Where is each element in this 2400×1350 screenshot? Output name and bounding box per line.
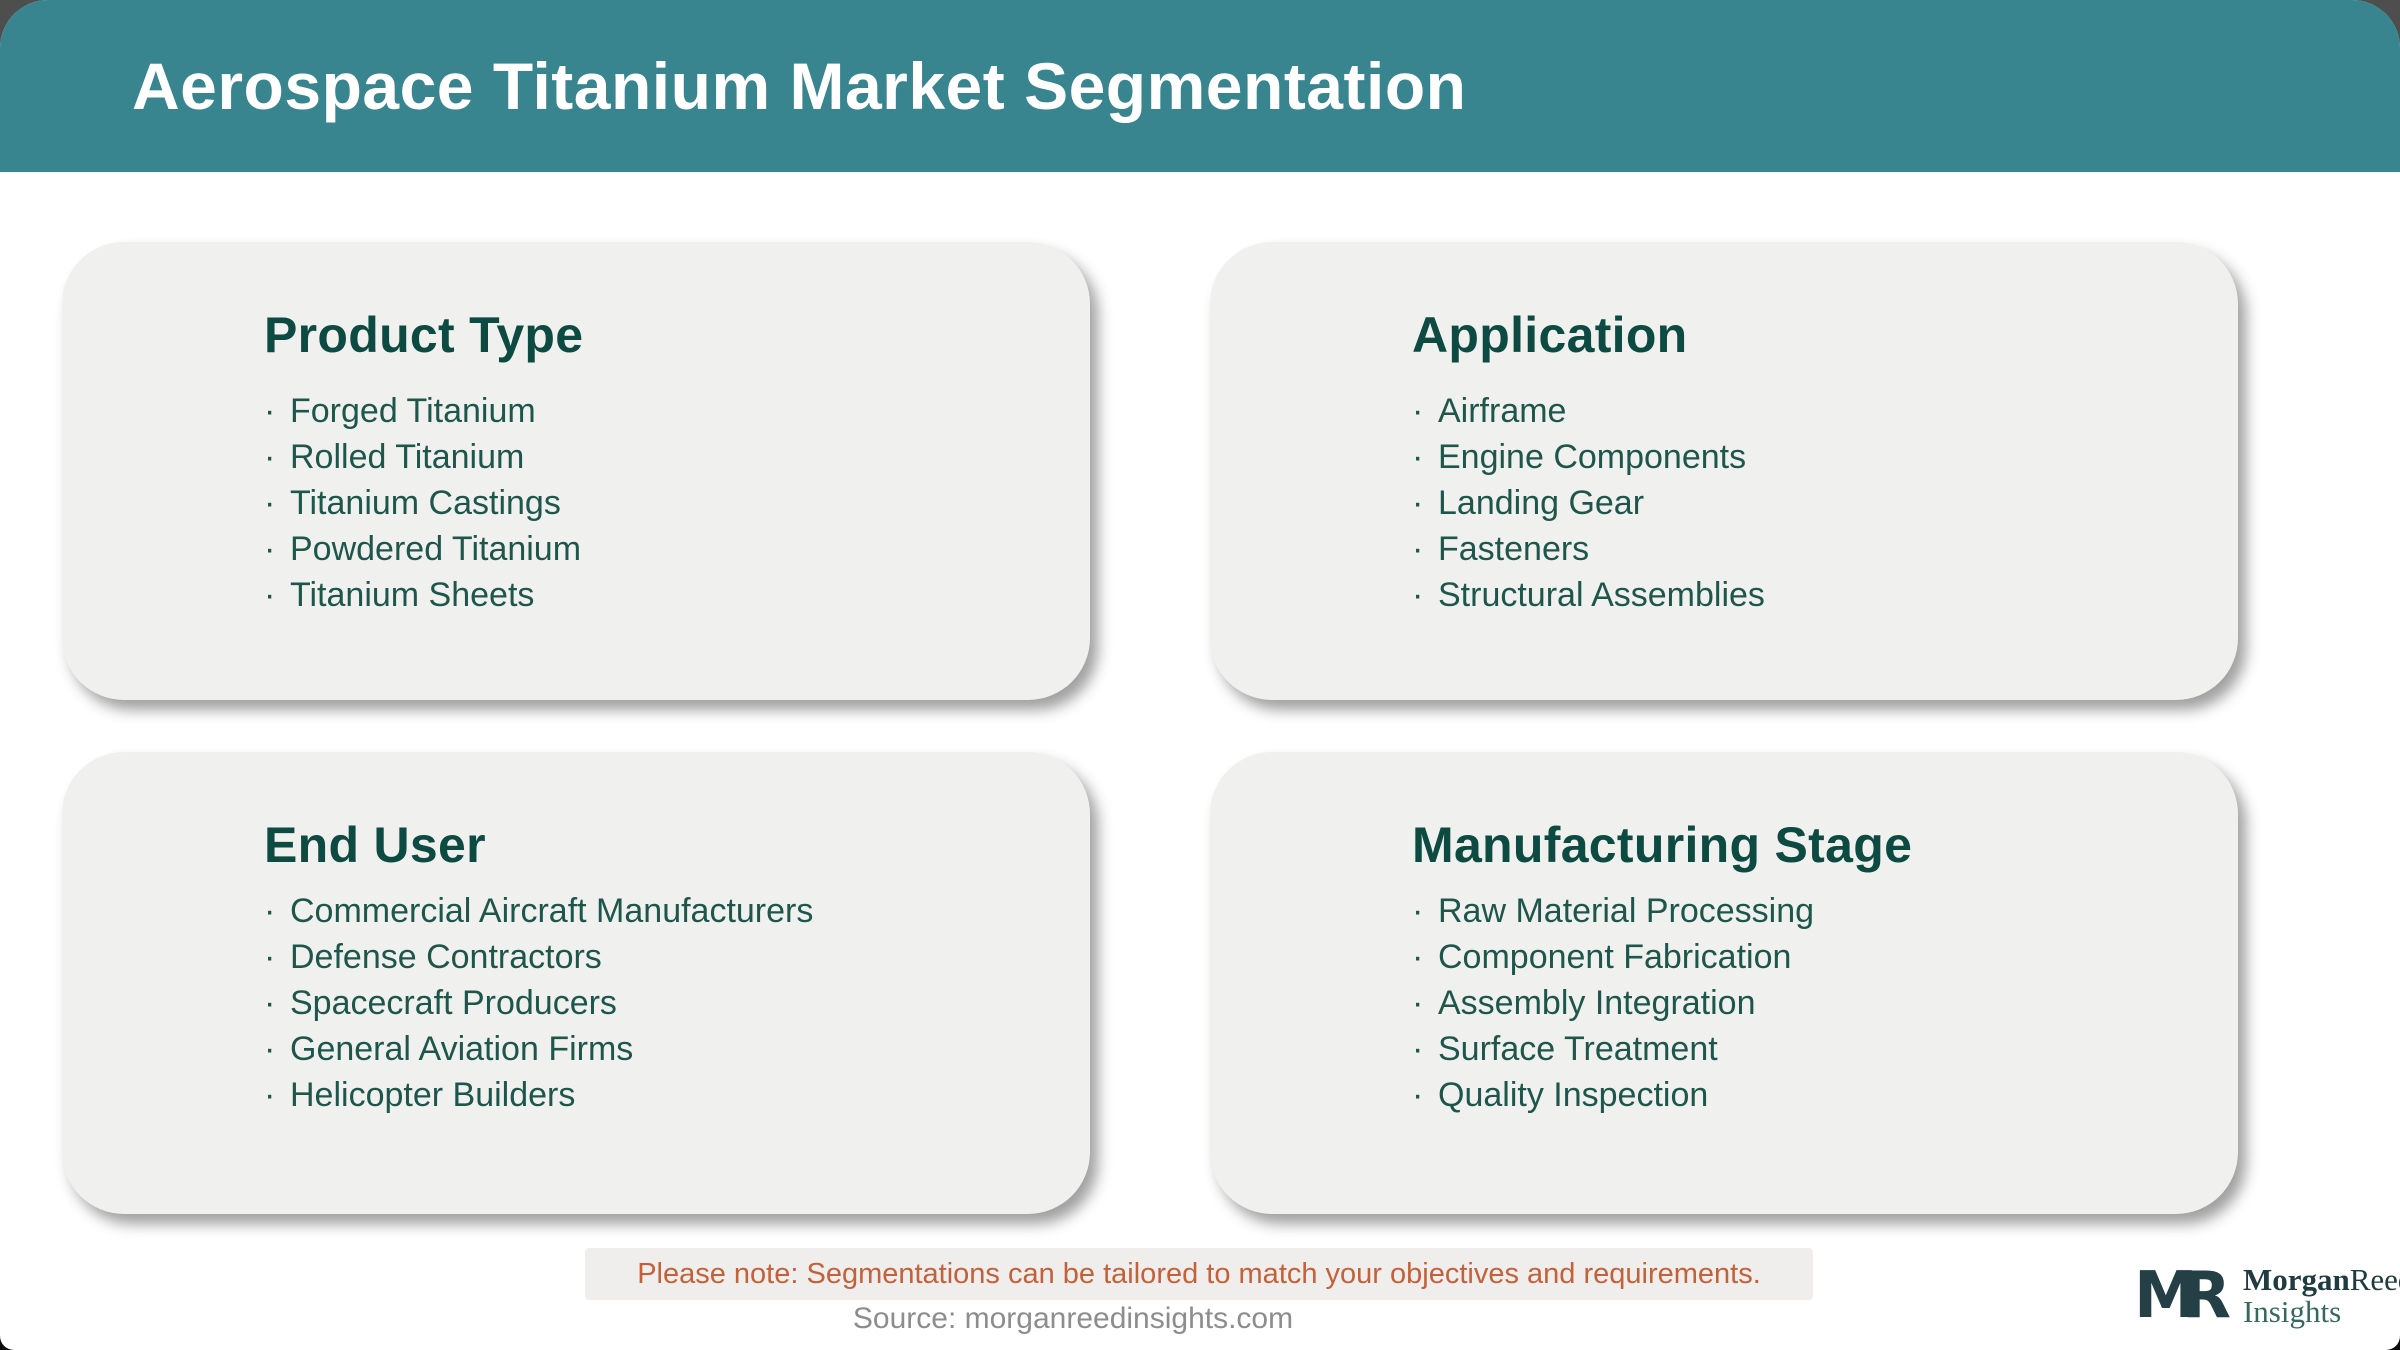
- list-item: · Rolled Titanium: [264, 434, 1040, 480]
- list-item-label: Component Fabrication: [1438, 938, 1792, 976]
- list-item-label: Spacecraft Producers: [290, 984, 617, 1022]
- list-item: · Landing Gear: [1412, 480, 2188, 526]
- list-item: · Raw Material Processing: [1412, 888, 2188, 934]
- list-item: · Assembly Integration: [1412, 980, 2188, 1026]
- card-end-user: End User · Commercial Aircraft Manufactur…: [62, 752, 1090, 1214]
- card-title: Manufacturing Stage: [1412, 817, 1913, 873]
- bullet-icon: ·: [1412, 484, 1424, 522]
- logo-name-morgan: Morgan: [2242, 1262, 2350, 1297]
- list-item: · Structural Assemblies: [1412, 572, 2188, 618]
- page-title: Aerospace Titanium Market Segmentation: [132, 49, 1467, 123]
- card-manufacturing-stage: Manufacturing Stage · Raw Material Proces…: [1210, 752, 2238, 1214]
- list-item-label: Engine Components: [1438, 438, 1747, 476]
- list-item: · Forged Titanium: [264, 388, 1040, 434]
- list-item: · Airframe: [1412, 388, 2188, 434]
- logo-wordmark: MorganReed Insights: [2242, 1262, 2400, 1330]
- bullet-icon: ·: [1412, 530, 1424, 568]
- list-item-label: General Aviation Firms: [290, 1030, 634, 1068]
- card-item-list: · Raw Material Processing · Component Fabri…: [1412, 888, 2188, 1118]
- list-item: · Component Fabrication: [1412, 934, 2188, 980]
- card-title: End User: [264, 817, 486, 873]
- list-item: · Spacecraft Producers: [264, 980, 1040, 1026]
- bullet-icon: ·: [264, 438, 276, 476]
- card-item-list: · Airframe · Engine Components · Landing Gear…: [1412, 388, 2188, 618]
- list-item-label: Titanium Castings: [290, 484, 561, 522]
- bullet-icon: ·: [264, 1030, 276, 1068]
- header-banner: Aerospace Titanium Market Segmentation: [0, 0, 2400, 172]
- list-item-label: Surface Treatment: [1438, 1030, 1718, 1068]
- bullet-icon: ·: [264, 530, 276, 568]
- list-item: · Quality Inspection: [1412, 1072, 2188, 1118]
- list-item-label: Airframe: [1438, 392, 1567, 430]
- bullet-icon: ·: [1412, 938, 1424, 976]
- list-item: · Fasteners: [1412, 526, 2188, 572]
- list-item: · General Aviation Firms: [264, 1026, 1040, 1072]
- logo-name: MorganReed: [2242, 1262, 2400, 1297]
- card-title: Product Type: [264, 307, 584, 363]
- logo-tagline: Insights: [2242, 1294, 2342, 1330]
- list-item-label: Rolled Titanium: [290, 438, 525, 476]
- list-item-label: Fasteners: [1438, 530, 1590, 568]
- logo-name-reed: Reed: [2349, 1262, 2400, 1297]
- list-item-label: Defense Contractors: [290, 938, 602, 976]
- bullet-icon: ·: [1412, 984, 1424, 1022]
- note-banner: Please note: Segmentations can be tailor…: [585, 1248, 1813, 1300]
- bullet-icon: ·: [264, 484, 276, 522]
- list-item: · Titanium Sheets: [264, 572, 1040, 618]
- list-item-label: Structural Assemblies: [1438, 576, 1765, 614]
- bullet-icon: ·: [264, 892, 276, 930]
- list-item-label: Assembly Integration: [1438, 984, 1756, 1022]
- card-item-list: · Commercial Aircraft Manufacturers · Defen…: [264, 888, 1040, 1118]
- list-item: · Powdered Titanium: [264, 526, 1040, 572]
- bullet-icon: ·: [1412, 392, 1424, 430]
- card-product-type: Product Type · Forged Titanium · Rolled Tit…: [62, 242, 1090, 700]
- list-item-label: Powdered Titanium: [290, 530, 582, 568]
- list-item-label: Helicopter Builders: [290, 1076, 576, 1114]
- bullet-icon: ·: [1412, 438, 1424, 476]
- bullet-icon: ·: [264, 576, 276, 614]
- list-item-label: Landing Gear: [1438, 484, 1645, 522]
- morganreed-logo: M R MorganReed Insights: [2134, 1259, 2400, 1334]
- source-text: Source: morganreedinsights.com: [852, 1302, 1294, 1335]
- list-item: · Helicopter Builders: [264, 1072, 1040, 1118]
- bullet-icon: ·: [1412, 576, 1424, 614]
- list-item: · Engine Components: [1412, 434, 2188, 480]
- bullet-icon: ·: [264, 392, 276, 430]
- list-item-label: Titanium Sheets: [290, 576, 535, 614]
- list-item: · Defense Contractors: [264, 934, 1040, 980]
- bullet-icon: ·: [1412, 1076, 1424, 1114]
- list-item: · Titanium Castings: [264, 480, 1040, 526]
- monogram-letter-m: M: [2134, 1259, 2198, 1334]
- bullet-icon: ·: [1412, 1030, 1424, 1068]
- list-item-label: Forged Titanium: [290, 392, 536, 430]
- card-item-list: · Forged Titanium · Rolled Titanium · Titaniu…: [264, 388, 1040, 618]
- bullet-icon: ·: [264, 1076, 276, 1114]
- bullet-icon: ·: [264, 938, 276, 976]
- list-item: · Commercial Aircraft Manufacturers: [264, 888, 1040, 934]
- bullet-icon: ·: [264, 984, 276, 1022]
- card-title: Application: [1412, 307, 1688, 363]
- card-application: Application · Airframe · Engine Components ·…: [1210, 242, 2238, 700]
- bullet-icon: ·: [1412, 892, 1424, 930]
- mr-monogram-icon: M R: [2134, 1259, 2231, 1334]
- list-item-label: Quality Inspection: [1438, 1076, 1709, 1114]
- list-item-label: Commercial Aircraft Manufacturers: [290, 892, 814, 930]
- monogram-letter-r: R: [2181, 1259, 2231, 1334]
- list-item-label: Raw Material Processing: [1438, 892, 1815, 930]
- list-item: · Surface Treatment: [1412, 1026, 2188, 1072]
